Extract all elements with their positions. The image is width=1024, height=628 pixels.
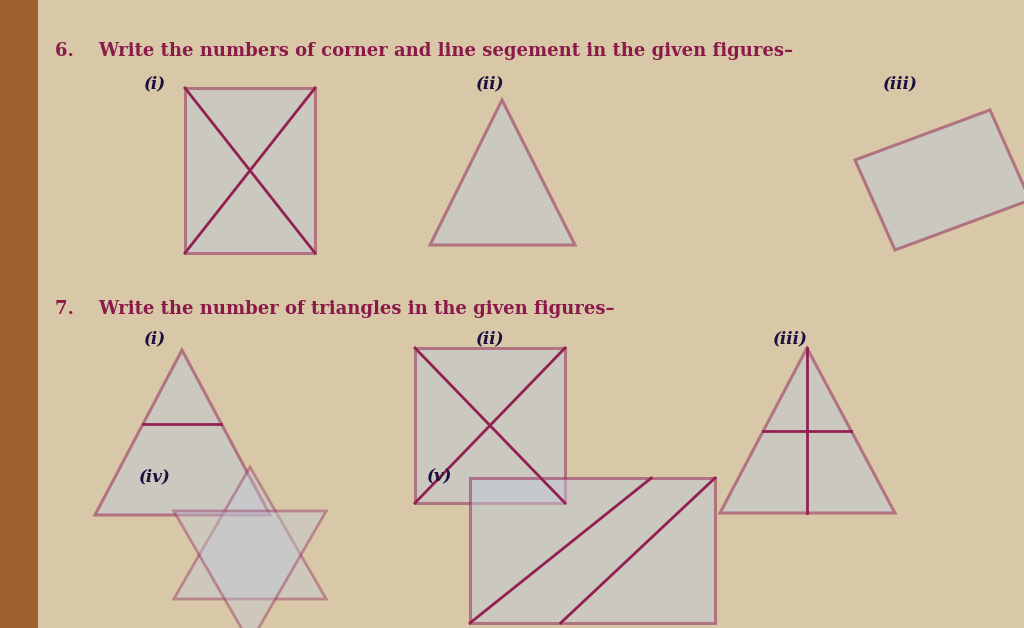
Text: (ii): (ii) (476, 75, 504, 92)
Text: (v): (v) (427, 468, 453, 485)
Polygon shape (95, 350, 270, 515)
Polygon shape (855, 110, 1024, 250)
Text: (iii): (iii) (772, 330, 808, 347)
Polygon shape (174, 467, 327, 599)
Polygon shape (185, 88, 315, 253)
Text: (i): (i) (144, 75, 166, 92)
Polygon shape (430, 100, 575, 245)
Text: 7.    Write the number of triangles in the given figures–: 7. Write the number of triangles in the … (55, 300, 614, 318)
Bar (0, 0, 38, 628)
Text: (i): (i) (144, 330, 166, 347)
Text: (ii): (ii) (476, 330, 504, 347)
Polygon shape (470, 478, 715, 623)
Polygon shape (415, 348, 565, 503)
Polygon shape (720, 348, 895, 513)
Text: 6.    Write the numbers of corner and line segement in the given figures–: 6. Write the numbers of corner and line … (55, 42, 794, 60)
Text: (iii): (iii) (883, 75, 918, 92)
Polygon shape (174, 511, 327, 628)
Text: (iv): (iv) (139, 468, 171, 485)
